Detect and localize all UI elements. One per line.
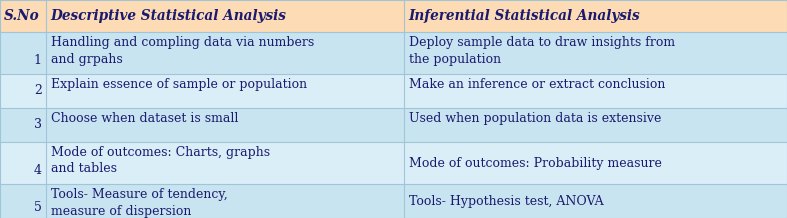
Text: 1: 1 bbox=[34, 54, 42, 67]
Bar bbox=[0, 142, 787, 184]
Text: 4: 4 bbox=[34, 164, 42, 177]
Text: 3: 3 bbox=[34, 119, 42, 131]
Text: 2: 2 bbox=[34, 85, 42, 97]
Text: Make an inference or extract conclusion: Make an inference or extract conclusion bbox=[408, 78, 665, 91]
Bar bbox=[0, 108, 787, 142]
Bar bbox=[0, 32, 787, 74]
Text: Handling and compling data via numbers
and grpahs: Handling and compling data via numbers a… bbox=[50, 36, 314, 65]
Text: Mode of outcomes: Charts, graphs
and tables: Mode of outcomes: Charts, graphs and tab… bbox=[50, 146, 270, 175]
Text: Mode of outcomes: Probability measure: Mode of outcomes: Probability measure bbox=[408, 157, 662, 170]
Text: Descriptive Statistical Analysis: Descriptive Statistical Analysis bbox=[50, 9, 286, 23]
Text: Tools- Measure of tendency,
measure of dispersion: Tools- Measure of tendency, measure of d… bbox=[50, 188, 227, 218]
Bar bbox=[0, 74, 787, 108]
Bar bbox=[0, 0, 787, 32]
Text: Inferential Statistical Analysis: Inferential Statistical Analysis bbox=[408, 9, 641, 23]
Text: 5: 5 bbox=[34, 201, 42, 214]
Bar bbox=[0, 184, 787, 218]
Text: Used when population data is extensive: Used when population data is extensive bbox=[408, 112, 661, 125]
Text: S.No: S.No bbox=[4, 9, 40, 23]
Text: Deploy sample data to draw insights from
the population: Deploy sample data to draw insights from… bbox=[408, 36, 675, 65]
Text: Explain essence of sample or population: Explain essence of sample or population bbox=[50, 78, 307, 91]
Text: Choose when dataset is small: Choose when dataset is small bbox=[50, 112, 238, 125]
Text: Tools- Hypothesis test, ANOVA: Tools- Hypothesis test, ANOVA bbox=[408, 194, 604, 208]
